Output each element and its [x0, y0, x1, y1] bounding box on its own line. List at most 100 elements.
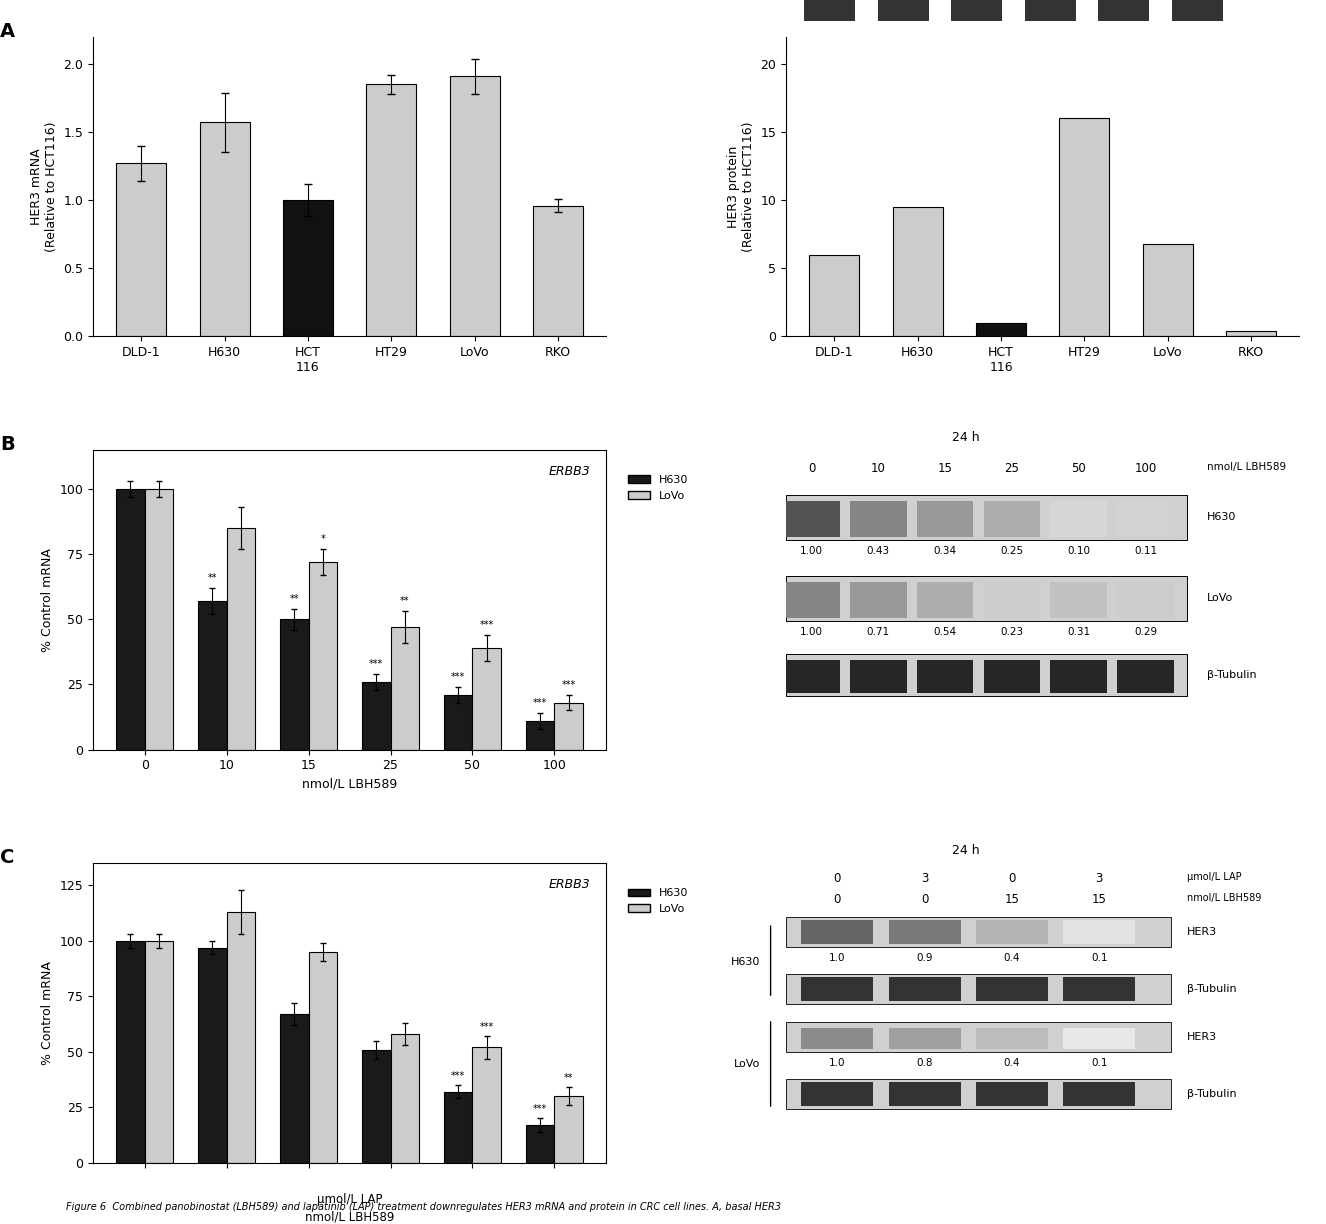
- Bar: [227, 912, 256, 1163]
- Text: 0.31: 0.31: [1067, 627, 1090, 636]
- Bar: [198, 947, 227, 1163]
- Bar: [199, 122, 249, 337]
- Text: 0.9: 0.9: [916, 953, 934, 963]
- Text: nmol/L LBH589: nmol/L LBH589: [1187, 894, 1261, 903]
- Bar: [918, 501, 973, 537]
- Text: 0.4: 0.4: [1004, 1058, 1020, 1069]
- Bar: [280, 1015, 309, 1163]
- Text: 15: 15: [1091, 894, 1107, 906]
- X-axis label: nmol/L LBH589: nmol/L LBH589: [302, 777, 398, 791]
- Text: 1.0: 1.0: [829, 1058, 846, 1069]
- Bar: [282, 200, 333, 337]
- Bar: [801, 977, 874, 1001]
- Bar: [117, 490, 145, 749]
- Text: β-Tubulin: β-Tubulin: [1207, 670, 1257, 679]
- Text: 15: 15: [1005, 894, 1020, 906]
- Text: **: **: [208, 573, 217, 583]
- Bar: [1118, 660, 1174, 693]
- Bar: [117, 163, 166, 337]
- Text: 3: 3: [922, 873, 928, 885]
- Text: LoVo: LoVo: [1207, 594, 1233, 603]
- Bar: [850, 581, 907, 618]
- Bar: [227, 528, 256, 749]
- Bar: [878, 0, 928, 21]
- Bar: [786, 1078, 1171, 1109]
- Text: 0.1: 0.1: [1091, 953, 1107, 963]
- Bar: [892, 207, 943, 337]
- Text: 0: 0: [834, 894, 841, 906]
- Text: 0.10: 0.10: [1067, 546, 1090, 556]
- Text: 3: 3: [1095, 873, 1103, 885]
- Text: Figure 6  Combined panobinostat (LBH589) and lapatinib (LAP) treatment downregul: Figure 6 Combined panobinostat (LBH589) …: [66, 1202, 781, 1212]
- Bar: [888, 1028, 960, 1049]
- Text: 1.00: 1.00: [800, 546, 823, 556]
- Text: ***: ***: [533, 1104, 548, 1114]
- Text: nmol/L LBH589: nmol/L LBH589: [1207, 461, 1286, 472]
- Bar: [1050, 660, 1107, 693]
- Bar: [198, 601, 227, 749]
- Bar: [472, 1048, 501, 1163]
- Text: LoVo: LoVo: [735, 1059, 760, 1069]
- Text: 0.23: 0.23: [1000, 627, 1024, 636]
- Text: **: **: [564, 1073, 573, 1083]
- Text: 24 h: 24 h: [952, 431, 980, 444]
- Text: HER3: HER3: [1187, 928, 1217, 938]
- Bar: [472, 647, 501, 749]
- Text: **: **: [400, 596, 410, 606]
- Text: ***: ***: [451, 1071, 465, 1081]
- Bar: [525, 721, 554, 749]
- Text: β-Tubulin: β-Tubulin: [1187, 984, 1236, 994]
- Bar: [390, 627, 419, 749]
- Bar: [309, 562, 337, 749]
- Legend: H630, LoVo: H630, LoVo: [623, 470, 693, 506]
- Bar: [850, 660, 907, 693]
- Text: B: B: [0, 435, 15, 454]
- Text: 0.25: 0.25: [1000, 546, 1024, 556]
- Bar: [554, 1097, 583, 1163]
- Text: 0.29: 0.29: [1134, 627, 1158, 636]
- Text: A: A: [0, 22, 16, 40]
- Text: ***: ***: [480, 619, 493, 629]
- Text: ***: ***: [533, 698, 548, 707]
- Bar: [786, 654, 1187, 695]
- Y-axis label: % Control mRNA: % Control mRNA: [41, 548, 53, 651]
- Bar: [362, 1050, 390, 1163]
- Text: 25: 25: [1005, 461, 1020, 475]
- Bar: [1050, 501, 1107, 537]
- Bar: [145, 490, 174, 749]
- Text: H630: H630: [731, 957, 760, 967]
- Bar: [918, 660, 973, 693]
- Bar: [918, 581, 973, 618]
- Bar: [786, 1022, 1171, 1051]
- Bar: [1118, 501, 1174, 537]
- Bar: [784, 501, 839, 537]
- Bar: [1172, 0, 1223, 21]
- Bar: [801, 1028, 874, 1049]
- Text: **: **: [289, 594, 300, 603]
- Bar: [444, 695, 472, 749]
- Bar: [280, 619, 309, 749]
- Bar: [1098, 0, 1150, 21]
- Bar: [976, 920, 1048, 944]
- Bar: [784, 581, 839, 618]
- Bar: [784, 660, 839, 693]
- Text: 0.71: 0.71: [867, 627, 890, 636]
- Bar: [976, 1082, 1048, 1106]
- Bar: [888, 1082, 960, 1106]
- Bar: [309, 952, 337, 1163]
- Bar: [786, 917, 1171, 947]
- Bar: [951, 0, 1002, 21]
- Text: ERBB3: ERBB3: [549, 879, 591, 891]
- Bar: [984, 581, 1040, 618]
- Bar: [976, 323, 1026, 337]
- Text: 0: 0: [1008, 873, 1016, 885]
- Text: β-Tubulin: β-Tubulin: [1187, 1089, 1236, 1099]
- Text: 0.4: 0.4: [1004, 953, 1020, 963]
- Text: 0.11: 0.11: [1134, 546, 1158, 556]
- Bar: [1063, 1028, 1135, 1049]
- Text: 0: 0: [922, 894, 928, 906]
- Legend: H630, LoVo: H630, LoVo: [623, 884, 693, 918]
- Y-axis label: HER3 mRNA
(Relative to HCT116): HER3 mRNA (Relative to HCT116): [29, 121, 57, 252]
- Bar: [1059, 119, 1110, 337]
- Bar: [984, 660, 1040, 693]
